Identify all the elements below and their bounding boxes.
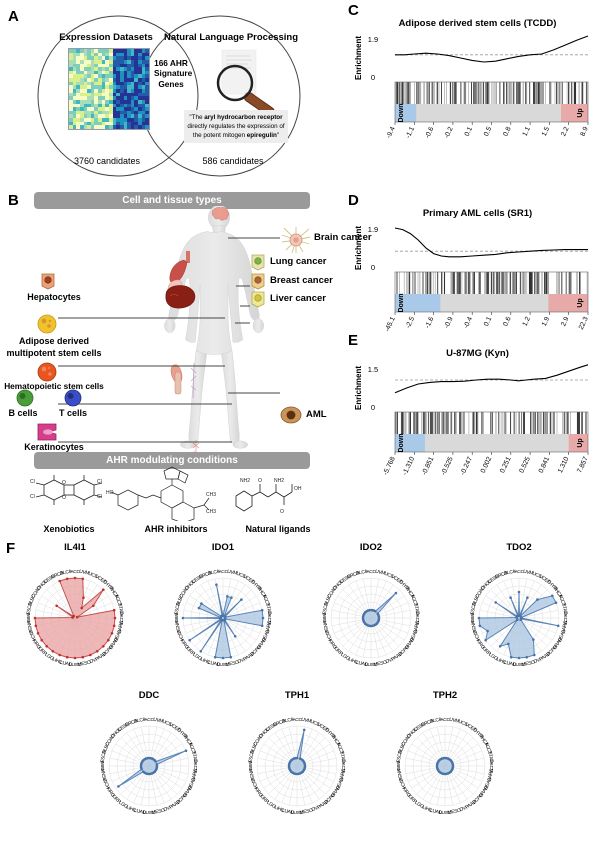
svg-text:O: O bbox=[62, 495, 66, 501]
svg-text:1.1: 1.1 bbox=[522, 126, 532, 138]
svg-text:BLCA: BLCA bbox=[134, 716, 148, 724]
svg-text:0.525: 0.525 bbox=[518, 456, 532, 475]
svg-text:1.9: 1.9 bbox=[368, 35, 378, 44]
svg-text:0.002: 0.002 bbox=[480, 456, 494, 475]
svg-text:0.251: 0.251 bbox=[499, 456, 513, 475]
svg-text:BLCA: BLCA bbox=[430, 716, 444, 724]
svg-text:-2.5: -2.5 bbox=[405, 316, 416, 330]
svg-text:NH2: NH2 bbox=[240, 478, 250, 484]
svg-text:2.2: 2.2 bbox=[560, 126, 570, 138]
svg-text:-0.851: -0.851 bbox=[421, 456, 436, 477]
svg-text:BLCA: BLCA bbox=[60, 568, 74, 576]
svg-text:Enrichment: Enrichment bbox=[354, 226, 363, 270]
svg-text:Cl: Cl bbox=[30, 479, 35, 485]
svg-text:1.2: 1.2 bbox=[522, 316, 532, 328]
svg-text:CH3: CH3 bbox=[206, 509, 216, 515]
svg-text:0.6: 0.6 bbox=[502, 316, 512, 328]
svg-text:1.9: 1.9 bbox=[541, 316, 551, 328]
svg-text:O: O bbox=[258, 478, 262, 484]
svg-text:Up: Up bbox=[577, 438, 584, 447]
svg-text:0: 0 bbox=[371, 73, 375, 82]
svg-text:1.5: 1.5 bbox=[368, 365, 378, 374]
svg-text:BLCA: BLCA bbox=[504, 568, 518, 576]
svg-text:7.857: 7.857 bbox=[576, 456, 590, 475]
svg-text:CH3: CH3 bbox=[206, 492, 216, 498]
svg-text:Cl: Cl bbox=[30, 494, 35, 500]
svg-text:BLCA: BLCA bbox=[356, 568, 370, 576]
svg-text:O: O bbox=[280, 509, 284, 515]
svg-text:Down: Down bbox=[398, 293, 405, 312]
svg-text:0.1: 0.1 bbox=[483, 316, 493, 328]
svg-text:OH: OH bbox=[294, 486, 302, 492]
svg-text:-0.247: -0.247 bbox=[460, 456, 475, 477]
svg-text:0.841: 0.841 bbox=[538, 456, 552, 475]
svg-text:BLCA: BLCA bbox=[208, 568, 222, 576]
svg-text:HO: HO bbox=[106, 490, 114, 496]
svg-text:-9.4: -9.4 bbox=[386, 126, 397, 140]
svg-text:Down: Down bbox=[398, 103, 405, 122]
svg-text:2.9: 2.9 bbox=[560, 316, 570, 328]
svg-text:Up: Up bbox=[577, 298, 584, 307]
svg-text:0.8: 0.8 bbox=[502, 126, 512, 138]
svg-text:-0.2: -0.2 bbox=[443, 126, 454, 140]
svg-text:-1.310: -1.310 bbox=[402, 456, 417, 477]
svg-text:O: O bbox=[62, 480, 66, 486]
svg-text:NH2: NH2 bbox=[274, 478, 284, 484]
svg-text:-0.9: -0.9 bbox=[443, 316, 454, 330]
svg-text:BLCA: BLCA bbox=[282, 716, 296, 724]
svg-text:Enrichment: Enrichment bbox=[354, 366, 363, 410]
svg-text:22.3: 22.3 bbox=[578, 316, 590, 331]
svg-text:-1.6: -1.6 bbox=[424, 316, 435, 330]
svg-text:8.9: 8.9 bbox=[579, 126, 589, 138]
svg-text:-1.1: -1.1 bbox=[405, 126, 416, 140]
svg-text:0.5: 0.5 bbox=[483, 126, 493, 138]
svg-text:0.1: 0.1 bbox=[464, 126, 474, 138]
svg-text:-0.525: -0.525 bbox=[440, 456, 455, 477]
svg-text:Up: Up bbox=[577, 108, 584, 117]
svg-text:-5.768: -5.768 bbox=[382, 456, 397, 477]
svg-text:0: 0 bbox=[371, 403, 375, 412]
svg-text:Enrichment: Enrichment bbox=[354, 36, 363, 80]
svg-text:1.5: 1.5 bbox=[541, 126, 551, 138]
svg-text:Down: Down bbox=[398, 433, 405, 452]
svg-text:1.9: 1.9 bbox=[368, 225, 378, 234]
svg-text:0: 0 bbox=[371, 263, 375, 272]
svg-text:-0.6: -0.6 bbox=[424, 126, 435, 140]
svg-text:-0.4: -0.4 bbox=[463, 316, 474, 330]
svg-text:1.310: 1.310 bbox=[557, 456, 571, 475]
